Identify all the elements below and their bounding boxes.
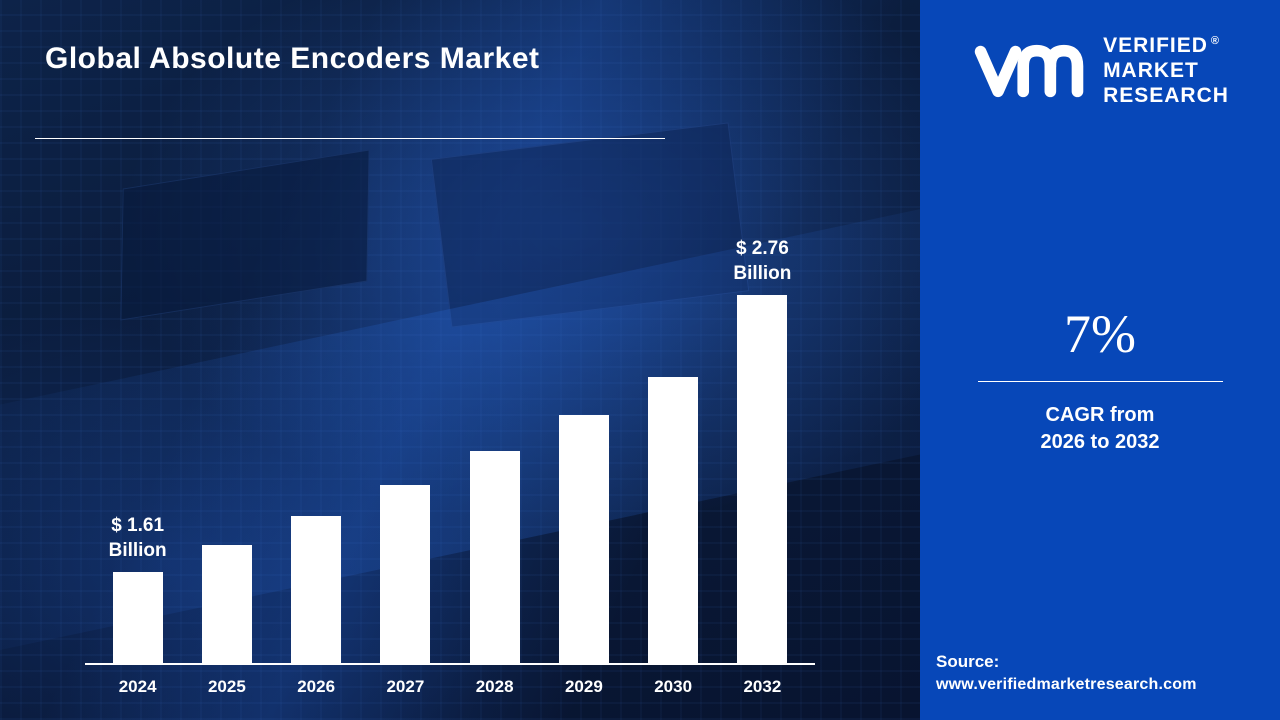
x-axis-labels: 2024 2025 2026 2027 2028 2029 2030 2032 — [85, 677, 815, 697]
brand-line-3: RESEARCH — [1103, 83, 1229, 107]
brand-line-2: MARKET — [1103, 58, 1199, 82]
source-url: www.verifiedmarketresearch.com — [936, 676, 1197, 693]
x-axis-label: 2026 — [297, 677, 336, 696]
x-axis-label: 2032 — [743, 677, 782, 696]
brand-line-1: VERIFIED — [1103, 34, 1208, 57]
cagr-caption-line-1: CAGR from — [1045, 404, 1155, 426]
title-underline — [35, 138, 665, 139]
bar-column — [272, 225, 361, 663]
bar-column — [361, 225, 450, 663]
x-axis-label: 2028 — [475, 677, 514, 696]
bar-column — [629, 225, 718, 663]
brand-name: VERIFIED ® MARKET RESEARCH — [1103, 34, 1229, 108]
bar-column — [450, 225, 539, 663]
x-axis-label: 2030 — [654, 677, 693, 696]
bar — [558, 415, 609, 663]
brand-logo: VERIFIED ® MARKET RESEARCH — [920, 34, 1280, 108]
bar — [737, 295, 788, 663]
source-attribution: Source: www.verifiedmarketresearch.com — [936, 652, 1197, 694]
bar — [201, 545, 252, 663]
x-axis-label: 2024 — [118, 677, 157, 696]
vmr-monogram-icon — [974, 44, 1084, 98]
source-label: Source: — [936, 652, 1000, 671]
x-axis-label: 2025 — [207, 677, 246, 696]
info-panel: VERIFIED ® MARKET RESEARCH 7% CAGR from 2… — [920, 0, 1280, 720]
cagr-value: 7% — [1064, 304, 1136, 364]
chart-section: Global Absolute Encoders Market $ 1.61 Bi… — [0, 0, 920, 720]
bar-value-label: $ 1.61 Billion — [108, 514, 167, 562]
bar — [469, 451, 520, 663]
cagr-caption-line-2: 2026 to 2032 — [1040, 431, 1160, 453]
bar-column — [539, 225, 628, 663]
x-axis-label: 2027 — [386, 677, 425, 696]
cagr-stat: 7% CAGR from 2026 to 2032 — [920, 303, 1280, 456]
bar-chart: $ 1.61 Billion $ 2.76 Billion 2024 2025 2026 2… — [85, 225, 815, 697]
bar-plot: $ 1.61 Billion $ 2.76 Billion — [85, 225, 815, 665]
x-axis-label: 2029 — [564, 677, 603, 696]
bar-value-label: $ 2.76 Billion — [733, 237, 792, 285]
bar-column: $ 2.76 Billion — [718, 225, 807, 663]
bar — [648, 377, 699, 663]
registered-trademark-icon: ® — [1210, 35, 1221, 47]
cagr-caption: CAGR from 2026 to 2032 — [920, 402, 1280, 456]
bar-column — [182, 225, 271, 663]
cagr-divider — [977, 381, 1223, 382]
bar — [112, 572, 163, 663]
bar-column: $ 1.61 Billion — [93, 225, 182, 663]
page-title: Global Absolute Encoders Market — [45, 42, 540, 75]
bar — [380, 485, 431, 663]
bar — [291, 516, 342, 663]
